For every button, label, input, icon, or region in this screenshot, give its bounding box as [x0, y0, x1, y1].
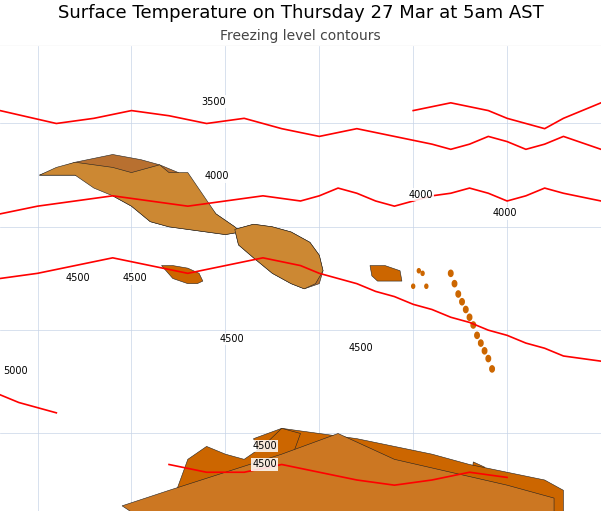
Text: 4500: 4500 — [349, 343, 373, 353]
Text: 5000: 5000 — [3, 366, 27, 377]
Circle shape — [425, 284, 428, 288]
Circle shape — [460, 298, 465, 305]
Circle shape — [482, 347, 487, 354]
Circle shape — [475, 332, 480, 338]
Polygon shape — [235, 224, 323, 289]
Circle shape — [412, 284, 415, 288]
Circle shape — [478, 340, 483, 346]
Text: 4500: 4500 — [252, 459, 276, 470]
Circle shape — [453, 281, 457, 287]
Polygon shape — [169, 428, 300, 511]
Circle shape — [486, 356, 490, 362]
Circle shape — [468, 314, 472, 320]
Text: 4000: 4000 — [493, 208, 517, 218]
Polygon shape — [162, 266, 203, 284]
Circle shape — [417, 269, 420, 273]
Text: 4500: 4500 — [123, 273, 147, 284]
Text: 3500: 3500 — [201, 97, 225, 107]
Polygon shape — [235, 224, 323, 289]
Text: Freezing level contours: Freezing level contours — [220, 29, 381, 43]
Text: Surface Temperature on Thursday 27 Mar at 5am AST: Surface Temperature on Thursday 27 Mar a… — [58, 4, 543, 22]
Text: 4500: 4500 — [252, 441, 276, 451]
Polygon shape — [471, 462, 488, 485]
Text: 4500: 4500 — [219, 334, 243, 344]
Circle shape — [463, 307, 468, 313]
Polygon shape — [40, 154, 240, 235]
Circle shape — [490, 366, 495, 372]
Polygon shape — [40, 162, 240, 235]
Circle shape — [421, 271, 424, 275]
Text: 4000: 4000 — [204, 171, 228, 181]
Text: 4500: 4500 — [66, 273, 90, 284]
Polygon shape — [122, 433, 554, 511]
Circle shape — [448, 270, 453, 276]
Circle shape — [456, 291, 460, 297]
Text: 4000: 4000 — [409, 190, 433, 200]
Circle shape — [471, 322, 475, 328]
Polygon shape — [254, 428, 564, 511]
Polygon shape — [370, 266, 402, 281]
